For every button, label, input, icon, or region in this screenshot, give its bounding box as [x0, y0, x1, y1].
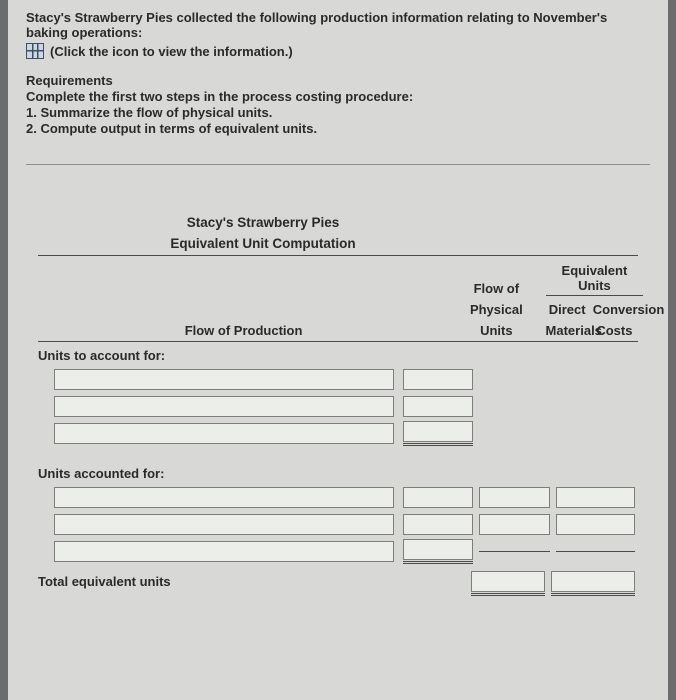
worksheet: Stacy's Strawberry Pies Equivalent Unit … — [38, 215, 638, 595]
total-row: Total equivalent units — [38, 571, 638, 595]
desc-input[interactable] — [54, 514, 394, 535]
column-headers: Flow of Equivalent Units Physical Direct… — [38, 260, 638, 342]
info-icon-line: (Click the icon to view the information.… — [26, 43, 650, 59]
flow-units-input[interactable] — [403, 369, 473, 390]
worksheet-subtitle: Equivalent Unit Computation — [0, 236, 638, 251]
total-equiv-label: Total equivalent units — [38, 574, 387, 593]
direct-materials-input[interactable] — [479, 514, 549, 535]
flow-units-input[interactable] — [403, 539, 473, 560]
total-dm-input[interactable] — [471, 571, 545, 592]
hdr-direct: Direct — [544, 299, 591, 320]
section-units-accounted: Units accounted for: — [38, 460, 638, 485]
requirements-line: 2. Compute output in terms of equivalent… — [26, 121, 650, 136]
requirements-heading: Requirements — [26, 73, 650, 88]
hdr-flow-of-production: Flow of Production — [38, 320, 449, 342]
table-row — [38, 367, 638, 391]
table-row — [38, 394, 638, 418]
hdr-flow-of: Flow of — [449, 260, 543, 299]
conversion-costs-input[interactable] — [556, 514, 635, 535]
hdr-equiv-units: Equivalent Units — [546, 263, 644, 296]
desc-input[interactable] — [54, 541, 394, 562]
intro-text: Stacy's Strawberry Pies collected the fo… — [26, 10, 650, 40]
direct-materials-input[interactable] — [479, 487, 549, 508]
hdr-physical: Physical — [449, 299, 543, 320]
table-row — [38, 539, 638, 563]
flow-units-input[interactable] — [403, 514, 473, 535]
problem-page: Stacy's Strawberry Pies collected the fo… — [8, 0, 668, 700]
requirements-line: Complete the first two steps in the proc… — [26, 89, 650, 104]
total-cc-input[interactable] — [551, 571, 635, 592]
hdr-costs: Costs — [591, 320, 638, 342]
table-row — [38, 485, 638, 509]
hdr-conversion: Conversion — [591, 299, 638, 320]
flow-units-input[interactable] — [403, 421, 473, 442]
table-row — [38, 512, 638, 536]
conversion-costs-input[interactable] — [556, 487, 635, 508]
desc-input[interactable] — [54, 487, 394, 508]
flow-units-input[interactable] — [403, 487, 473, 508]
worksheet-title: Stacy's Strawberry Pies — [0, 215, 638, 230]
table-row — [38, 421, 638, 445]
desc-input[interactable] — [54, 423, 394, 444]
hdr-units: Units — [449, 320, 543, 342]
requirements-line: 1. Summarize the flow of physical units. — [26, 105, 650, 120]
desc-input[interactable] — [54, 396, 394, 417]
section-units-to-account: Units to account for: — [38, 342, 638, 367]
icon-hint-text: (Click the icon to view the information.… — [50, 44, 293, 59]
section-divider — [26, 164, 650, 165]
worksheet-title-rule — [38, 255, 638, 256]
flow-units-input[interactable] — [403, 396, 473, 417]
hdr-materials: Materials — [544, 320, 591, 342]
table-icon[interactable] — [26, 43, 44, 59]
desc-input[interactable] — [54, 369, 394, 390]
